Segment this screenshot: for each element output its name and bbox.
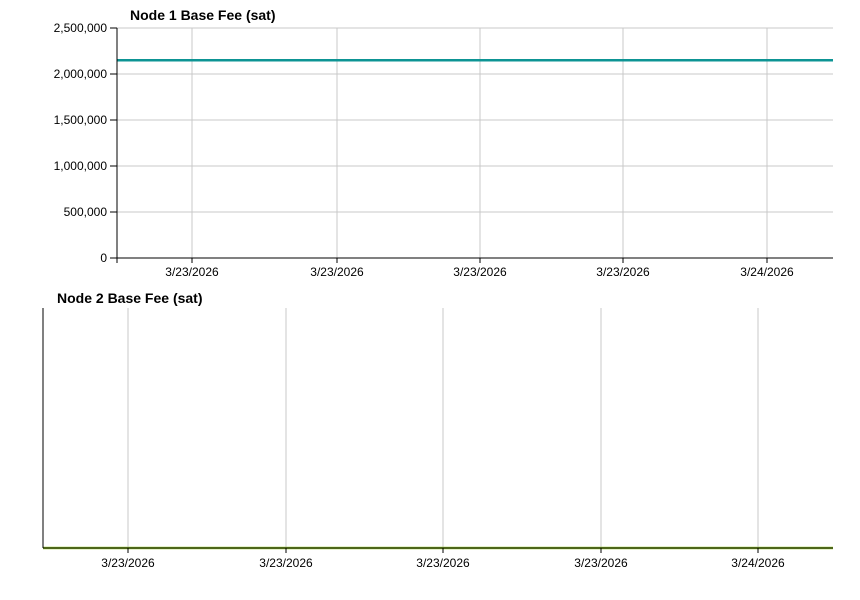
y-tick-label: 1,000,000 [54, 159, 108, 173]
node1-base-fee-chart: 2,500,000 2,000,000 1,500,000 1,000,000 500,… [0, 0, 860, 285]
x-tick-label: 3/24/2026 [731, 556, 785, 570]
chart-title: Node 1 Base Fee (sat) [130, 7, 276, 23]
x-tick-label: 3/23/2026 [165, 265, 219, 279]
node2-chart-canvas: 3/23/2026 3/23/2026 3/23/2026 3/23/2026 3/24… [42, 290, 833, 570]
y-tick-label: 2,000,000 [54, 67, 108, 81]
x-tick-label: 3/23/2026 [574, 556, 628, 570]
x-tick-label: 3/23/2026 [416, 556, 470, 570]
x-tick-label: 3/23/2026 [101, 556, 155, 570]
x-tick-label: 3/23/2026 [596, 265, 650, 279]
chart-title: Node 2 Base Fee (sat) [57, 290, 203, 306]
x-tick-label: 3/23/2026 [259, 556, 313, 570]
y-tick-label: 500,000 [64, 205, 108, 219]
x-tick-label: 3/23/2026 [453, 265, 507, 279]
y-tick-label: 0 [100, 251, 107, 265]
node2-base-fee-chart: 3/23/2026 3/23/2026 3/23/2026 3/23/2026 3/24… [0, 285, 860, 600]
x-tick-label: 3/23/2026 [310, 265, 364, 279]
y-tick-label: 2,500,000 [54, 21, 108, 35]
x-tick-label: 3/24/2026 [740, 265, 794, 279]
y-tick-label: 1,500,000 [54, 113, 108, 127]
node1-chart-canvas: 2,500,000 2,000,000 1,500,000 1,000,000 500,… [54, 7, 833, 279]
